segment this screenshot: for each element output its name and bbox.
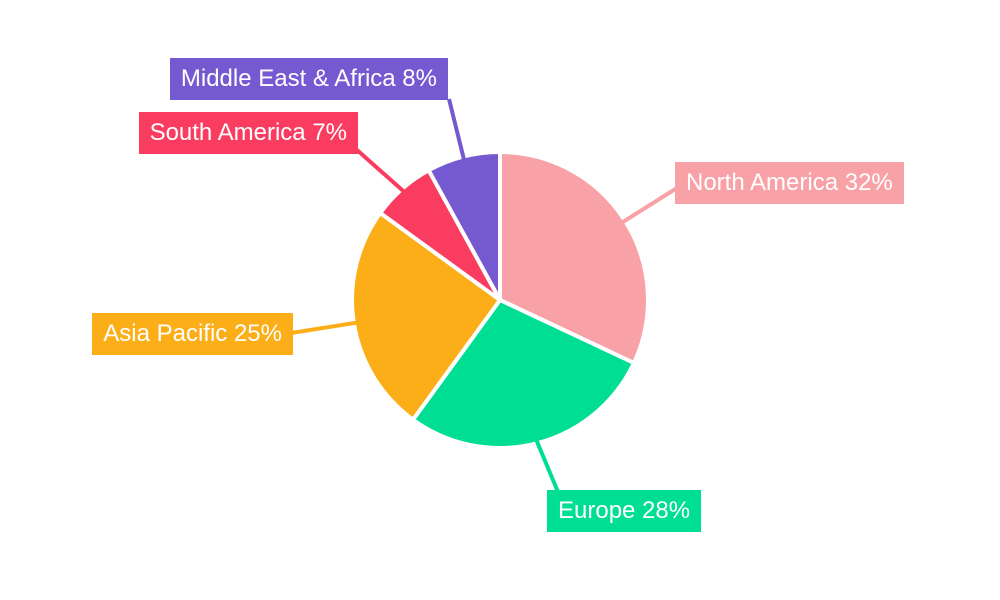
leader-line-north-america [618, 186, 679, 226]
pie-label-text: Asia Pacific 25% [103, 320, 282, 347]
pie-label-text: Middle East & Africa 8% [180, 65, 437, 92]
leader-line-middle-east-africa [447, 98, 467, 163]
pie-label-south-america: South America 7% [138, 112, 358, 154]
pie-label-text: Europe 28% [558, 497, 691, 524]
leader-line-asia-pacific [290, 320, 361, 335]
pie-label-middle-east-africa: Middle East & Africa 8% [169, 58, 448, 100]
pie-label-asia-pacific: Asia Pacific 25% [92, 313, 293, 355]
pie-label-text: South America 7% [149, 119, 347, 146]
pie-label-text: North America 32% [686, 169, 893, 196]
leader-line-europe [533, 436, 560, 493]
leader-line-south-america [355, 148, 408, 195]
pie-label-north-america: North America 32% [675, 162, 904, 204]
pie-label-europe: Europe 28% [547, 490, 702, 532]
